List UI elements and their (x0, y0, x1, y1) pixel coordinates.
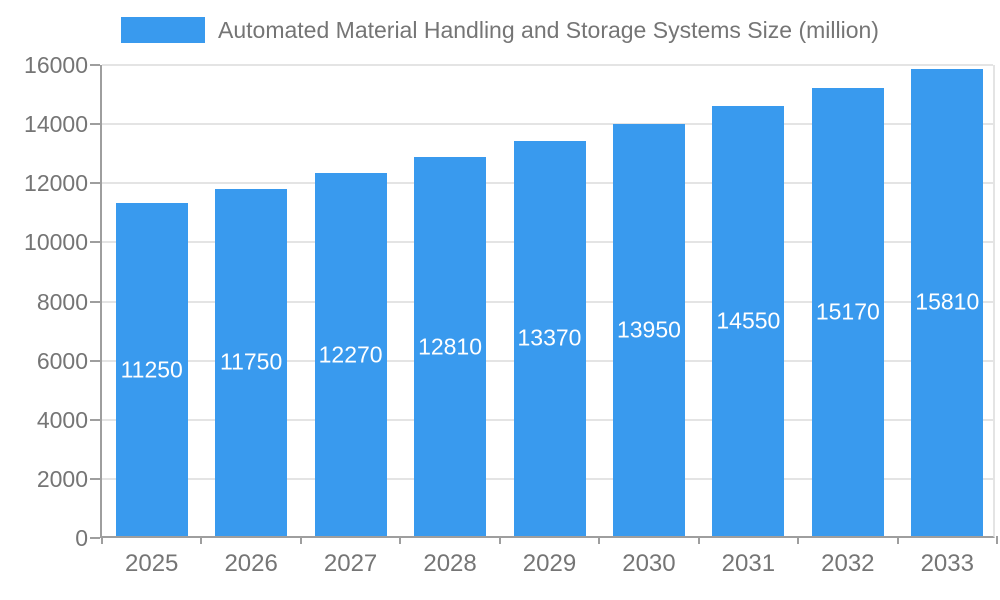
y-axis-label: 4000 (36, 406, 88, 433)
x-axis-tick (200, 536, 203, 544)
bar[interactable]: 15170 (811, 87, 884, 536)
x-axis-label: 2031 (721, 550, 776, 577)
x-axis-label: 2033 (920, 550, 974, 577)
y-axis-tick (90, 300, 100, 303)
x-axis-tick (697, 536, 700, 544)
y-axis-label: 0 (75, 525, 88, 551)
y-axis-label: 14000 (24, 111, 88, 138)
y-axis-tick (90, 123, 100, 126)
legend-swatch-icon (121, 17, 206, 43)
x-axis-label: 2028 (423, 550, 477, 577)
legend[interactable]: Automated Material Handling and Storage … (0, 16, 1000, 44)
x-axis-label: 2030 (622, 550, 676, 577)
x-axis-label: 2032 (821, 550, 875, 577)
x-axis-label: 2027 (323, 550, 378, 577)
x-axis-tick (896, 536, 899, 544)
y-axis-tick (90, 182, 100, 185)
y-axis-tick (90, 359, 100, 362)
y-axis-label: 16000 (24, 52, 88, 78)
x-axis-label: 2026 (224, 550, 278, 577)
x-axis-tick (101, 536, 103, 544)
x-axis-tick (498, 536, 501, 544)
bar[interactable]: 12270 (314, 173, 387, 536)
y-axis-tick (90, 418, 100, 421)
bar-value-label: 14550 (716, 307, 781, 334)
bar-value-label: 13370 (517, 324, 582, 351)
y-axis-label: 6000 (36, 347, 88, 374)
bar[interactable]: 11250 (115, 203, 188, 536)
bar-value-label: 11750 (220, 348, 283, 375)
bar[interactable]: 12810 (414, 157, 487, 536)
gridline (102, 64, 993, 66)
x-axis-tick (598, 536, 601, 544)
bar[interactable]: 13370 (513, 140, 586, 536)
y-axis-label: 8000 (36, 288, 88, 315)
y-axis-label: 2000 (36, 465, 88, 492)
x-axis-tick (299, 536, 302, 544)
bar[interactable]: 13950 (612, 123, 685, 536)
y-axis-label: 10000 (24, 229, 88, 256)
y-axis-tick (90, 64, 100, 66)
bar[interactable]: 15810 (911, 68, 984, 536)
bar-value-label: 12270 (318, 341, 383, 368)
bar-value-label: 11250 (120, 356, 183, 383)
x-axis-tick (996, 536, 998, 544)
plot-area: 0 2000 4000 6000 8000 10000 12000 14000 16000 112… (24, 52, 998, 577)
x-axis-label: 2029 (522, 550, 577, 577)
y-axis-tick (90, 241, 100, 244)
bar-value-label: 13950 (616, 316, 681, 343)
bar[interactable]: 14550 (712, 105, 785, 536)
bar-value-label: 15810 (915, 288, 980, 315)
x-axis-tick (399, 536, 402, 544)
legend-label: Automated Material Handling and Storage … (218, 17, 879, 43)
x-axis-tick (797, 536, 800, 544)
bar-value-label: 12810 (418, 333, 483, 360)
y-axis-tick (90, 477, 100, 480)
gridline (102, 123, 993, 126)
y-axis-label: 12000 (24, 170, 88, 197)
x-axis-label: 2025 (125, 550, 179, 577)
y-axis-tick (90, 537, 100, 539)
bar-value-label: 15170 (815, 298, 880, 325)
bar[interactable]: 11750 (215, 188, 288, 536)
